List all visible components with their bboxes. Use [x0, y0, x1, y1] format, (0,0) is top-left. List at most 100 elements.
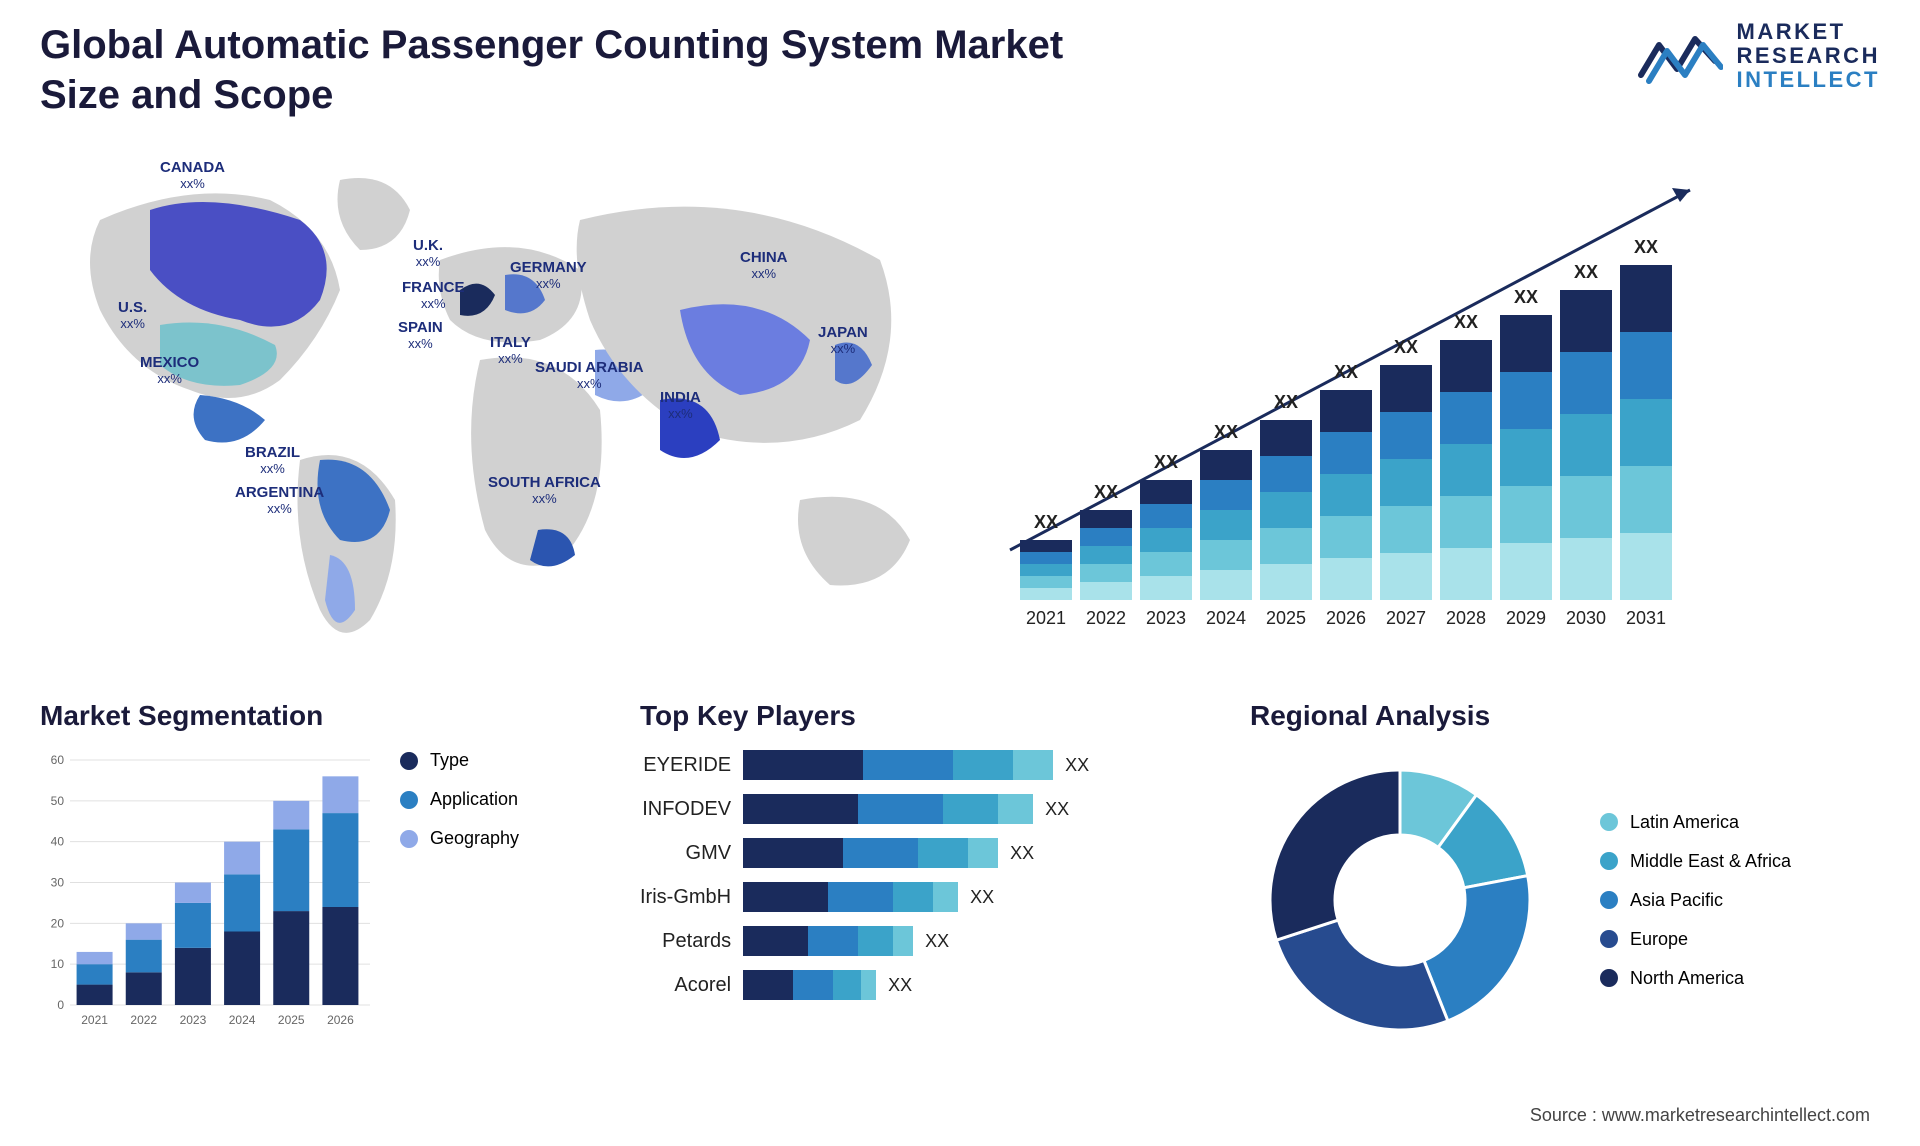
player-value: XX: [888, 975, 912, 996]
svg-text:2024: 2024: [1206, 608, 1246, 628]
player-value: XX: [1065, 755, 1089, 776]
logo-line1: MARKET: [1737, 20, 1881, 44]
header: Global Automatic Passenger Counting Syst…: [40, 20, 1880, 120]
legend-item: Application: [400, 789, 519, 810]
segmentation-chart: 0102030405060202120222023202420252026: [40, 750, 370, 1030]
regional-panel: Regional Analysis Latin America Middle Ea…: [1250, 700, 1880, 1050]
legend-label: Latin America: [1630, 812, 1739, 833]
map-country-label: BRAZILxx%: [245, 445, 300, 476]
player-bar-segment: [808, 926, 858, 956]
players-labels: EYERIDEINFODEVGMVIris-GmbHPetardsAcorel: [640, 750, 731, 1014]
svg-text:XX: XX: [1634, 237, 1658, 257]
player-bar: [743, 926, 913, 956]
world-map: CANADAxx%U.S.xx%MEXICOxx%BRAZILxx%ARGENT…: [40, 140, 940, 660]
players-bars: XXXXXXXXXXXX: [743, 750, 1113, 1014]
map-country-label: INDIAxx%: [660, 390, 701, 421]
svg-text:XX: XX: [1334, 362, 1358, 382]
player-value: XX: [1010, 843, 1034, 864]
bottom-row: Market Segmentation 01020304050602021202…: [40, 700, 1880, 1050]
segmentation-title: Market Segmentation: [40, 700, 590, 732]
svg-text:50: 50: [51, 794, 65, 808]
map-country-label: SOUTH AFRICAxx%: [488, 475, 601, 506]
players-body: EYERIDEINFODEVGMVIris-GmbHPetardsAcorel …: [640, 750, 1200, 1014]
map-country-label: JAPANxx%: [818, 325, 868, 356]
world-map-svg: [40, 140, 940, 660]
regional-body: Latin America Middle East & Africa Asia Pa…: [1250, 750, 1880, 1050]
player-bar-segment: [843, 838, 918, 868]
top-row: CANADAxx%U.S.xx%MEXICOxx%BRAZILxx%ARGENT…: [40, 140, 1880, 660]
svg-text:XX: XX: [1394, 337, 1418, 357]
svg-text:2028: 2028: [1446, 608, 1486, 628]
svg-text:2030: 2030: [1566, 608, 1606, 628]
player-bar-segment: [858, 926, 893, 956]
legend-item: Geography: [400, 828, 519, 849]
player-bar-segment: [793, 970, 833, 1000]
player-bar-segment: [858, 794, 943, 824]
map-country-label: CHINAxx%: [740, 250, 788, 281]
player-label: Iris-GmbH: [640, 886, 731, 909]
legend-dot-icon: [1600, 813, 1618, 831]
player-bar-row: XX: [743, 750, 1113, 780]
svg-text:2026: 2026: [327, 1013, 354, 1027]
legend-dot-icon: [400, 830, 418, 848]
player-bar-segment: [893, 926, 913, 956]
player-bar-segment: [828, 882, 893, 912]
player-bar-segment: [833, 970, 861, 1000]
segmentation-chart-svg: 0102030405060202120222023202420252026: [40, 750, 370, 1030]
svg-text:20: 20: [51, 916, 65, 930]
player-bar-row: XX: [743, 882, 1113, 912]
svg-text:40: 40: [51, 835, 65, 849]
player-label: GMV: [686, 842, 732, 865]
legend-dot-icon: [1600, 969, 1618, 987]
players-title: Top Key Players: [640, 700, 1200, 732]
svg-text:XX: XX: [1214, 422, 1238, 442]
logo-line3: INTELLECT: [1737, 68, 1881, 92]
legend-item: Type: [400, 750, 519, 771]
player-bar-row: XX: [743, 970, 1113, 1000]
regional-title: Regional Analysis: [1250, 700, 1880, 732]
player-bar-segment: [743, 750, 863, 780]
legend-label: Geography: [430, 828, 519, 849]
svg-text:XX: XX: [1514, 287, 1538, 307]
map-country-label: SPAINxx%: [398, 320, 443, 351]
page-title: Global Automatic Passenger Counting Syst…: [40, 20, 1140, 120]
regional-legend: Latin America Middle East & Africa Asia Pa…: [1600, 812, 1791, 989]
logo-text: MARKET RESEARCH INTELLECT: [1737, 20, 1881, 91]
segmentation-legend: Type Application Geography: [400, 750, 519, 1030]
svg-text:2021: 2021: [1026, 608, 1066, 628]
legend-label: North America: [1630, 968, 1744, 989]
legend-item: North America: [1600, 968, 1791, 989]
player-bar: [743, 750, 1053, 780]
player-label: INFODEV: [642, 798, 731, 821]
player-label: EYERIDE: [643, 754, 731, 777]
legend-dot-icon: [400, 791, 418, 809]
svg-text:XX: XX: [1574, 262, 1598, 282]
map-country-label: FRANCExx%: [402, 280, 465, 311]
svg-text:2022: 2022: [1086, 608, 1126, 628]
legend-item: Asia Pacific: [1600, 890, 1791, 911]
svg-text:2021: 2021: [81, 1013, 108, 1027]
svg-text:2025: 2025: [1266, 608, 1306, 628]
svg-text:2023: 2023: [180, 1013, 207, 1027]
player-bar: [743, 970, 876, 1000]
logo-line2: RESEARCH: [1737, 44, 1881, 68]
player-bar-segment: [953, 750, 1013, 780]
svg-text:2023: 2023: [1146, 608, 1186, 628]
player-bar-segment: [943, 794, 998, 824]
svg-text:2029: 2029: [1506, 608, 1546, 628]
player-value: XX: [970, 887, 994, 908]
player-bar-row: XX: [743, 794, 1113, 824]
player-label: Petards: [662, 930, 731, 953]
player-bar-segment: [743, 970, 793, 1000]
donut-chart: [1250, 750, 1550, 1050]
player-bar: [743, 838, 998, 868]
svg-text:2022: 2022: [130, 1013, 157, 1027]
legend-label: Middle East & Africa: [1630, 851, 1791, 872]
map-country-label: U.S.xx%: [118, 300, 147, 331]
legend-label: Application: [430, 789, 518, 810]
legend-dot-icon: [1600, 852, 1618, 870]
map-country-label: SAUDI ARABIAxx%: [535, 360, 644, 391]
player-bar: [743, 794, 1033, 824]
legend-dot-icon: [400, 752, 418, 770]
legend-label: Europe: [1630, 929, 1688, 950]
